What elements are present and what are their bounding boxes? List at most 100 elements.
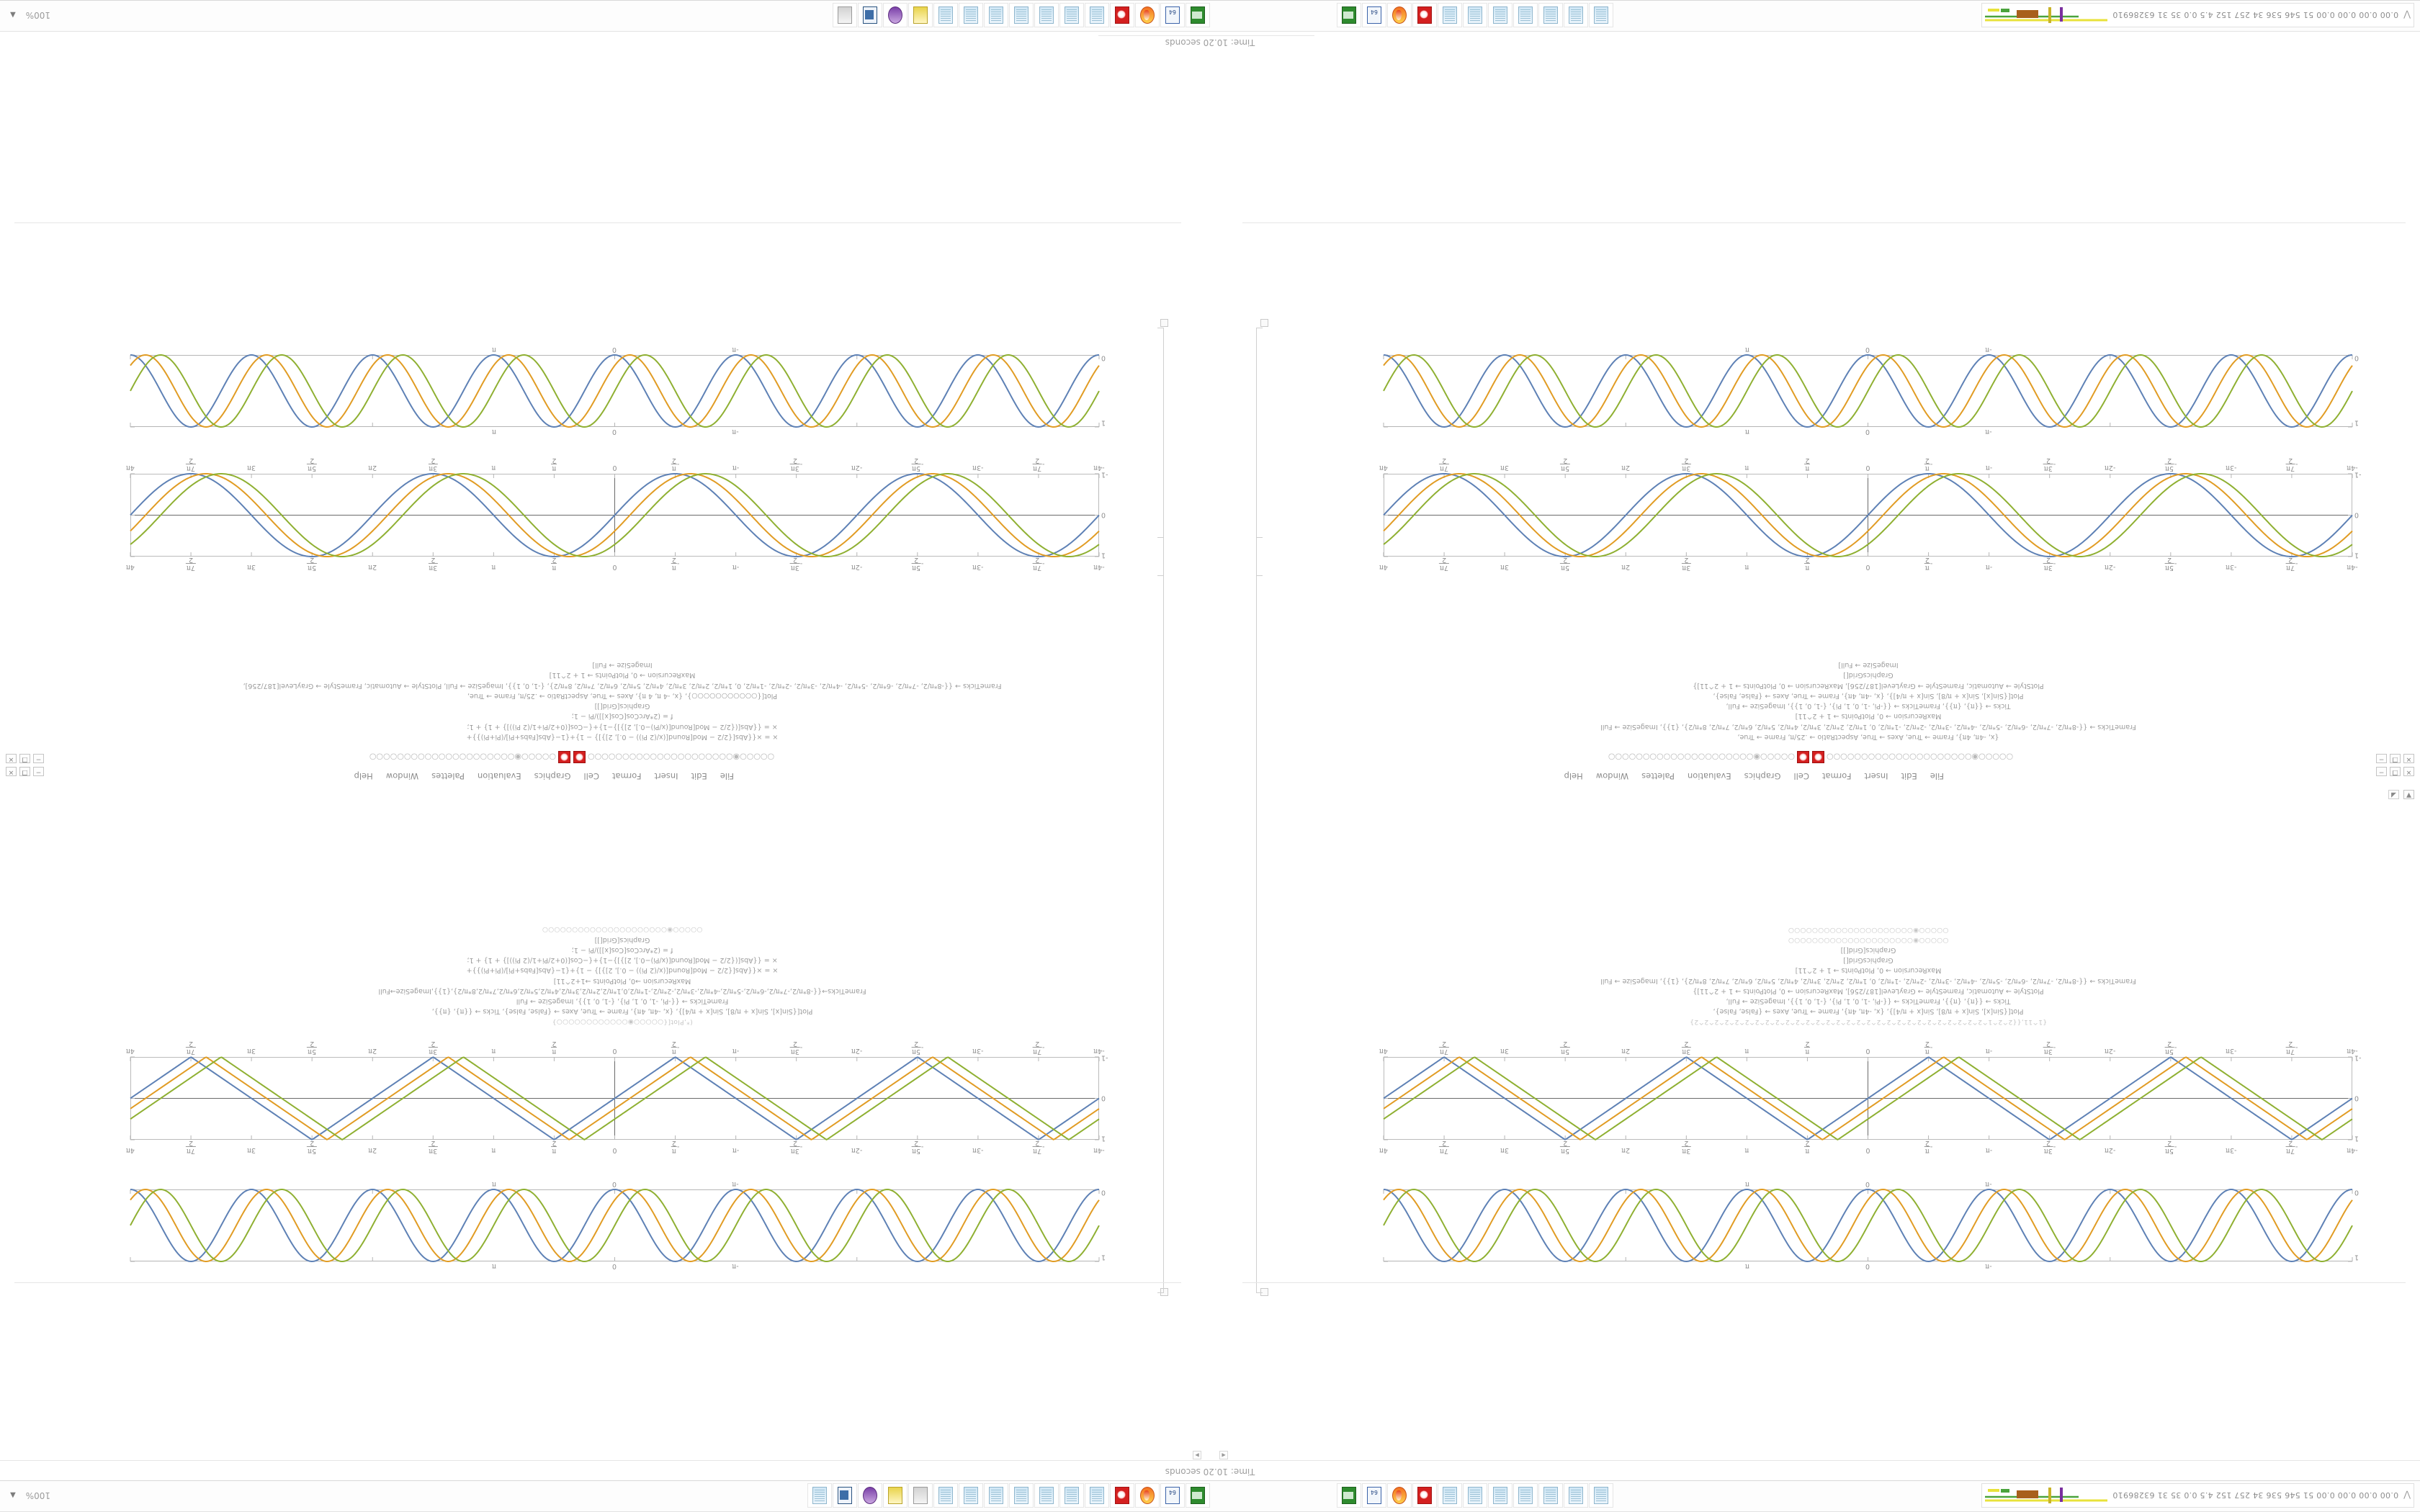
code-block-left-lower[interactable]: {x, -4π, 4π}, Frame → True, Axes → True,…	[1364, 660, 2372, 742]
minimize-button-4[interactable]: ─	[33, 754, 44, 763]
menu-item-help-left[interactable]: Help	[1564, 771, 1583, 781]
chevron-down-icon[interactable]: ▼	[2403, 790, 2414, 799]
taskbar-purple-icon[interactable]	[883, 3, 908, 27]
taskbar-doc-9[interactable]	[1059, 3, 1084, 27]
tray-floppy64-icon[interactable]	[1362, 1483, 1386, 1508]
cell-bracket-left-bottom[interactable]	[1256, 328, 1263, 576]
code-block-right-lower[interactable]: ⨯ = ⨯{{Abs[{2/2 − Mod[Round[(x/(2 Pi)) −…	[111, 660, 1134, 742]
taskbar-gear-red-icon[interactable]	[1412, 3, 1437, 27]
menu-item-insert-right[interactable]: Insert	[654, 771, 678, 781]
cell-handle-br[interactable]	[1160, 319, 1168, 327]
tray-firefox-icon[interactable]	[1387, 1483, 1412, 1508]
tray-doc-8[interactable]	[1085, 1483, 1109, 1508]
scroll-left-arrow[interactable]: ◀	[1219, 1451, 1228, 1459]
maximize-button-1[interactable]: ❐	[2390, 767, 2401, 776]
tray-doc-9[interactable]	[1059, 1483, 1084, 1508]
minimize-button-1[interactable]: ─	[2376, 767, 2387, 776]
minimize-button-3[interactable]: ─	[33, 767, 44, 776]
minimize-button-2[interactable]: ─	[2376, 754, 2387, 763]
taskbar-doc-7[interactable]	[1438, 3, 1462, 27]
tray-gear-red-icon[interactable]	[1412, 1483, 1437, 1508]
tray-terminal-icon-2[interactable]	[1186, 1483, 1210, 1508]
taskbar-doc-13[interactable]	[959, 3, 983, 27]
close-button-4[interactable]: ✕	[6, 754, 17, 763]
taskbar-doc-3[interactable]	[1538, 3, 1563, 27]
system-monitor-left[interactable]: ⋁ 0.00 0.00 0.00 0.00 51 546 536 34 257 …	[1981, 1483, 2414, 1508]
tray-navy-icon[interactable]	[833, 1483, 857, 1508]
menu-item-palettes-left[interactable]: Palettes	[1641, 771, 1675, 781]
gear-red-icon-toolbar-1[interactable]	[1812, 751, 1824, 764]
menu-item-window-right[interactable]: Window	[385, 771, 419, 781]
tray-doc-14[interactable]	[933, 1483, 958, 1508]
tray-doc-6[interactable]	[1463, 1483, 1487, 1508]
tray-doc-7[interactable]	[1438, 1483, 1462, 1508]
tray-doc-3[interactable]	[1538, 1483, 1563, 1508]
menu-item-insert-left[interactable]: Insert	[1864, 771, 1888, 781]
menu-item-evaluation-right[interactable]: Evaluation	[477, 771, 521, 781]
menu-item-window-left[interactable]: Window	[1595, 771, 1629, 781]
menu-item-graphics-left[interactable]: Graphics	[1744, 771, 1781, 781]
triangle-up-icon-2[interactable]: ▲	[10, 11, 16, 19]
taskbar-gear-red-icon-2[interactable]	[1110, 3, 1134, 27]
menu-item-graphics-right[interactable]: Graphics	[534, 771, 571, 781]
taskbar-doc-5[interactable]	[1488, 3, 1512, 27]
taskbar-doc-6[interactable]	[1463, 3, 1487, 27]
tray-doc-10[interactable]	[1034, 1483, 1059, 1508]
gear-red-icon-toolbar-3[interactable]	[573, 751, 586, 764]
taskbar-doc-8[interactable]	[1085, 3, 1109, 27]
taskbar-floppy64-icon-2[interactable]	[1160, 3, 1185, 27]
menu-item-format-left[interactable]: Format	[1821, 771, 1852, 781]
taskbar-firefox-icon-2[interactable]	[1135, 3, 1160, 27]
tray-doc-13[interactable]	[959, 1483, 983, 1508]
taskbar-floppy64-icon[interactable]	[1362, 3, 1386, 27]
tray-doc-12[interactable]	[984, 1483, 1008, 1508]
maximize-button-4[interactable]: ❐	[19, 754, 30, 763]
tray-gear-red-icon-2[interactable]	[1110, 1483, 1134, 1508]
tray-purple-icon[interactable]	[858, 1483, 882, 1508]
menu-item-palettes-right[interactable]: Palettes	[431, 771, 465, 781]
taskbar-gray-icon[interactable]	[833, 3, 857, 27]
cell-bracket-left-top[interactable]	[1256, 537, 1263, 1293]
menu-item-evaluation-left[interactable]: Evaluation	[1687, 771, 1731, 781]
menu-item-cell-right[interactable]: Cell	[583, 771, 599, 781]
taskbar-note-icon[interactable]	[908, 3, 933, 27]
menu-item-edit-right[interactable]: Edit	[691, 771, 707, 781]
menu-item-file-right[interactable]: File	[720, 771, 734, 781]
menu-item-cell-left[interactable]: Cell	[1793, 771, 1809, 781]
taskbar-terminal-icon-2[interactable]	[1186, 3, 1210, 27]
maximize-button-3[interactable]: ❐	[19, 767, 30, 776]
tray-monitor-icon[interactable]	[807, 1483, 832, 1508]
triangle-up-icon[interactable]: ▲	[10, 1491, 16, 1500]
tray-doc-1[interactable]	[1589, 1483, 1613, 1508]
close-button-2[interactable]: ✕	[2403, 754, 2414, 763]
menu-item-help-right[interactable]: Help	[354, 771, 373, 781]
tray-floppy64-icon-2[interactable]	[1160, 1483, 1185, 1508]
close-button-1[interactable]: ✕	[2403, 767, 2414, 776]
taskbar-doc-11[interactable]	[1009, 3, 1034, 27]
tray-doc-4[interactable]	[1513, 1483, 1538, 1508]
code-block-left-upper[interactable]: {1^11,{{2^2^1^2^2^2^2^2^2^2^2^2^2^2^2^2^…	[1364, 925, 2372, 1026]
cell-handle-bl[interactable]	[1260, 319, 1268, 327]
resize-handle-icon[interactable]: ◢	[2388, 790, 2399, 799]
taskbar-navy-icon[interactable]	[858, 3, 882, 27]
taskbar-doc-2[interactable]	[1564, 3, 1588, 27]
tray-terminal-icon[interactable]	[1337, 1483, 1361, 1508]
tray-disk-icon[interactable]	[908, 1483, 933, 1508]
menu-item-file-left[interactable]: File	[1930, 771, 1944, 781]
code-block-right-upper[interactable]: (*,Plot[{○○○○○◉○○○○○○○○○○○○} Plot[{Sin[x…	[111, 924, 1134, 1026]
taskbar-doc-10[interactable]	[1034, 3, 1059, 27]
taskbar-doc-14[interactable]	[933, 3, 958, 27]
cell-bracket-right-top[interactable]	[1157, 537, 1164, 1293]
taskbar-terminal-icon[interactable]	[1337, 3, 1361, 27]
tray-doc-11[interactable]	[1009, 1483, 1034, 1508]
menu-item-edit-left[interactable]: Edit	[1901, 771, 1917, 781]
taskbar-doc-12[interactable]	[984, 3, 1008, 27]
tray-note-icon[interactable]	[883, 1483, 908, 1508]
taskbar-doc-1[interactable]	[1589, 3, 1613, 27]
taskbar-firefox-icon[interactable]	[1387, 3, 1412, 27]
system-monitor-right[interactable]: ⋁ 0.00 0.00 0.00 0.00 51 546 536 34 257 …	[1981, 3, 2414, 27]
cell-bracket-right-bottom[interactable]	[1157, 328, 1164, 576]
maximize-button-2[interactable]: ❐	[2390, 754, 2401, 763]
tray-doc-5[interactable]	[1488, 1483, 1512, 1508]
close-button-3[interactable]: ✕	[6, 767, 17, 776]
